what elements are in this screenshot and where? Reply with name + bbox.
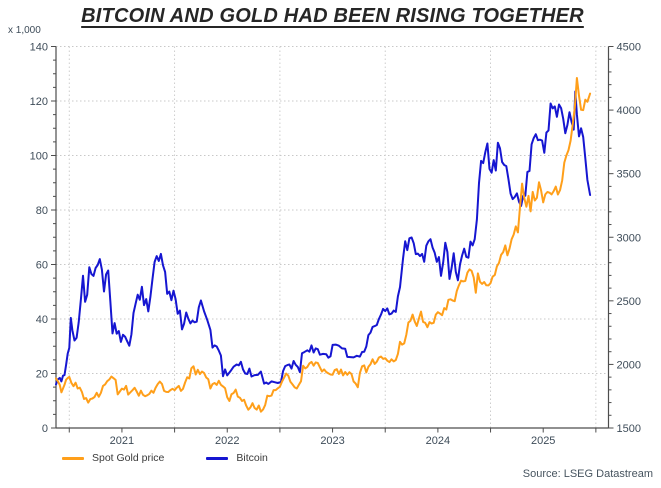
legend-item-bitcoin: Bitcoin xyxy=(206,452,268,464)
left-axis-tick-label: 40 xyxy=(36,314,48,326)
series-line-bitcoin xyxy=(55,90,592,386)
right-axis-tick-label: 2000 xyxy=(617,359,641,371)
series-line-spot-gold-price xyxy=(55,77,592,413)
left-axis-tick-label: 60 xyxy=(36,260,48,272)
right-axis-tick-label: 4500 xyxy=(617,42,641,54)
x-axis-year-label: 2025 xyxy=(531,435,555,447)
x-axis-year-label: 2023 xyxy=(320,435,344,447)
tick-labels: 0 20 40 60 80 100 120 140 1500 2000 2500 3000 3500 40… xyxy=(30,42,641,448)
x-axis-year-label: 2021 xyxy=(110,435,134,447)
right-axis-tick-label: 1500 xyxy=(617,423,641,435)
gold-line-swatch xyxy=(62,456,84,460)
axes xyxy=(55,46,610,429)
x-axis-year-label: 2024 xyxy=(426,435,450,447)
chart-plot: 0 20 40 60 80 100 120 140 1500 2000 2500 3000 3500 40… xyxy=(30,42,641,448)
legend-item-gold: Spot Gold price xyxy=(62,452,164,464)
left-axis-tick-label: 100 xyxy=(30,151,48,163)
right-axis-tick-label: 3500 xyxy=(617,169,641,181)
bitcoin-line-swatch xyxy=(206,456,229,460)
source-attribution: Source: LSEG Datastream xyxy=(522,468,653,480)
legend-label-gold: Spot Gold price xyxy=(92,452,165,464)
left-axis-unit-label: x 1,000 xyxy=(8,25,41,36)
left-axis-tick-label: 140 xyxy=(30,42,48,54)
left-axis-tick-label: 80 xyxy=(36,205,48,217)
left-axis-tick-label: 20 xyxy=(36,369,48,381)
right-axis-tick-label: 4000 xyxy=(617,105,641,117)
legend: Spot Gold price Bitcoin xyxy=(62,452,268,464)
x-axis-year-label: 2022 xyxy=(215,435,239,447)
chart-title: BITCOIN AND GOLD HAD BEEN RISING TOGETHE… xyxy=(81,5,584,27)
right-axis-tick-label: 2500 xyxy=(617,296,641,308)
legend-label-bitcoin: Bitcoin xyxy=(236,452,268,464)
left-axis-tick-label: 0 xyxy=(42,423,48,435)
left-axis-tick-label: 120 xyxy=(30,96,48,108)
gridlines xyxy=(56,46,609,428)
right-axis-tick-label: 3000 xyxy=(617,232,641,244)
ticks xyxy=(51,46,614,433)
